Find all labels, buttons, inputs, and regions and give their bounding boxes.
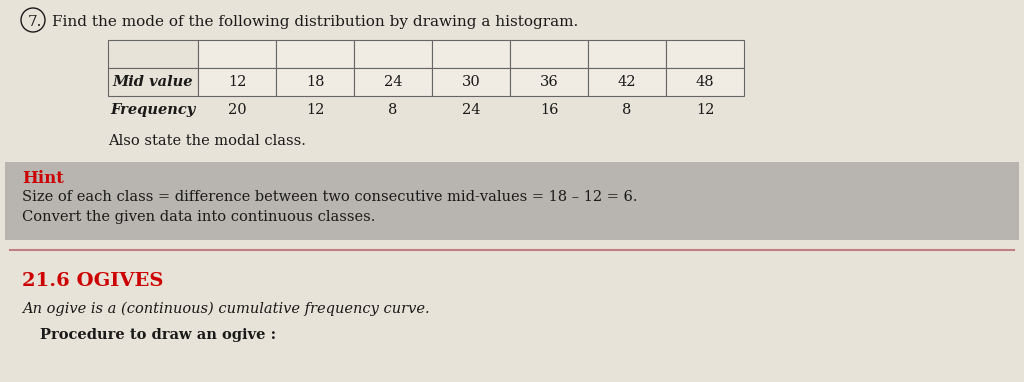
Text: 8: 8	[623, 103, 632, 117]
Text: 18: 18	[306, 75, 325, 89]
Text: 36: 36	[540, 75, 558, 89]
Bar	[666, 68, 744, 96]
Bar	[510, 40, 588, 68]
Text: 20: 20	[227, 103, 247, 117]
Bar	[432, 68, 510, 96]
Text: 24: 24	[384, 75, 402, 89]
Text: 24: 24	[462, 103, 480, 117]
Text: 8: 8	[388, 103, 397, 117]
Text: 7.: 7.	[28, 15, 42, 29]
Bar	[666, 40, 744, 68]
Text: Convert the given data into continuous classes.: Convert the given data into continuous c…	[22, 210, 376, 224]
Text: 12: 12	[306, 103, 325, 117]
Text: 16: 16	[540, 103, 558, 117]
Text: 30: 30	[462, 75, 480, 89]
Text: Size of each class = difference between two consecutive mid-values = 18 – 12 = 6: Size of each class = difference between …	[22, 190, 638, 204]
Bar	[198, 40, 276, 68]
Bar	[588, 40, 666, 68]
Bar	[276, 68, 354, 96]
Text: Also state the modal class.: Also state the modal class.	[108, 134, 306, 148]
Text: 12: 12	[227, 75, 246, 89]
Text: 48: 48	[695, 75, 715, 89]
Text: Procedure to draw an ogive :: Procedure to draw an ogive :	[40, 328, 276, 342]
Text: An ogive is a (continuous) cumulative frequency curve.: An ogive is a (continuous) cumulative fr…	[22, 302, 430, 316]
Bar	[198, 68, 276, 96]
Text: Hint: Hint	[22, 170, 63, 187]
Bar	[276, 40, 354, 68]
Text: Find the mode of the following distribution by drawing a histogram.: Find the mode of the following distribut…	[52, 15, 579, 29]
Bar	[108, 40, 198, 68]
Text: Mid value: Mid value	[113, 75, 194, 89]
Text: 12: 12	[696, 103, 714, 117]
Bar	[588, 68, 666, 96]
Bar	[5, 162, 1019, 240]
Bar	[354, 68, 432, 96]
Text: 42: 42	[617, 75, 636, 89]
Bar	[354, 40, 432, 68]
Bar	[108, 68, 198, 96]
Text: Frequency: Frequency	[111, 103, 196, 117]
Bar	[510, 68, 588, 96]
Text: 21.6 OGIVES: 21.6 OGIVES	[22, 272, 164, 290]
Bar	[432, 40, 510, 68]
